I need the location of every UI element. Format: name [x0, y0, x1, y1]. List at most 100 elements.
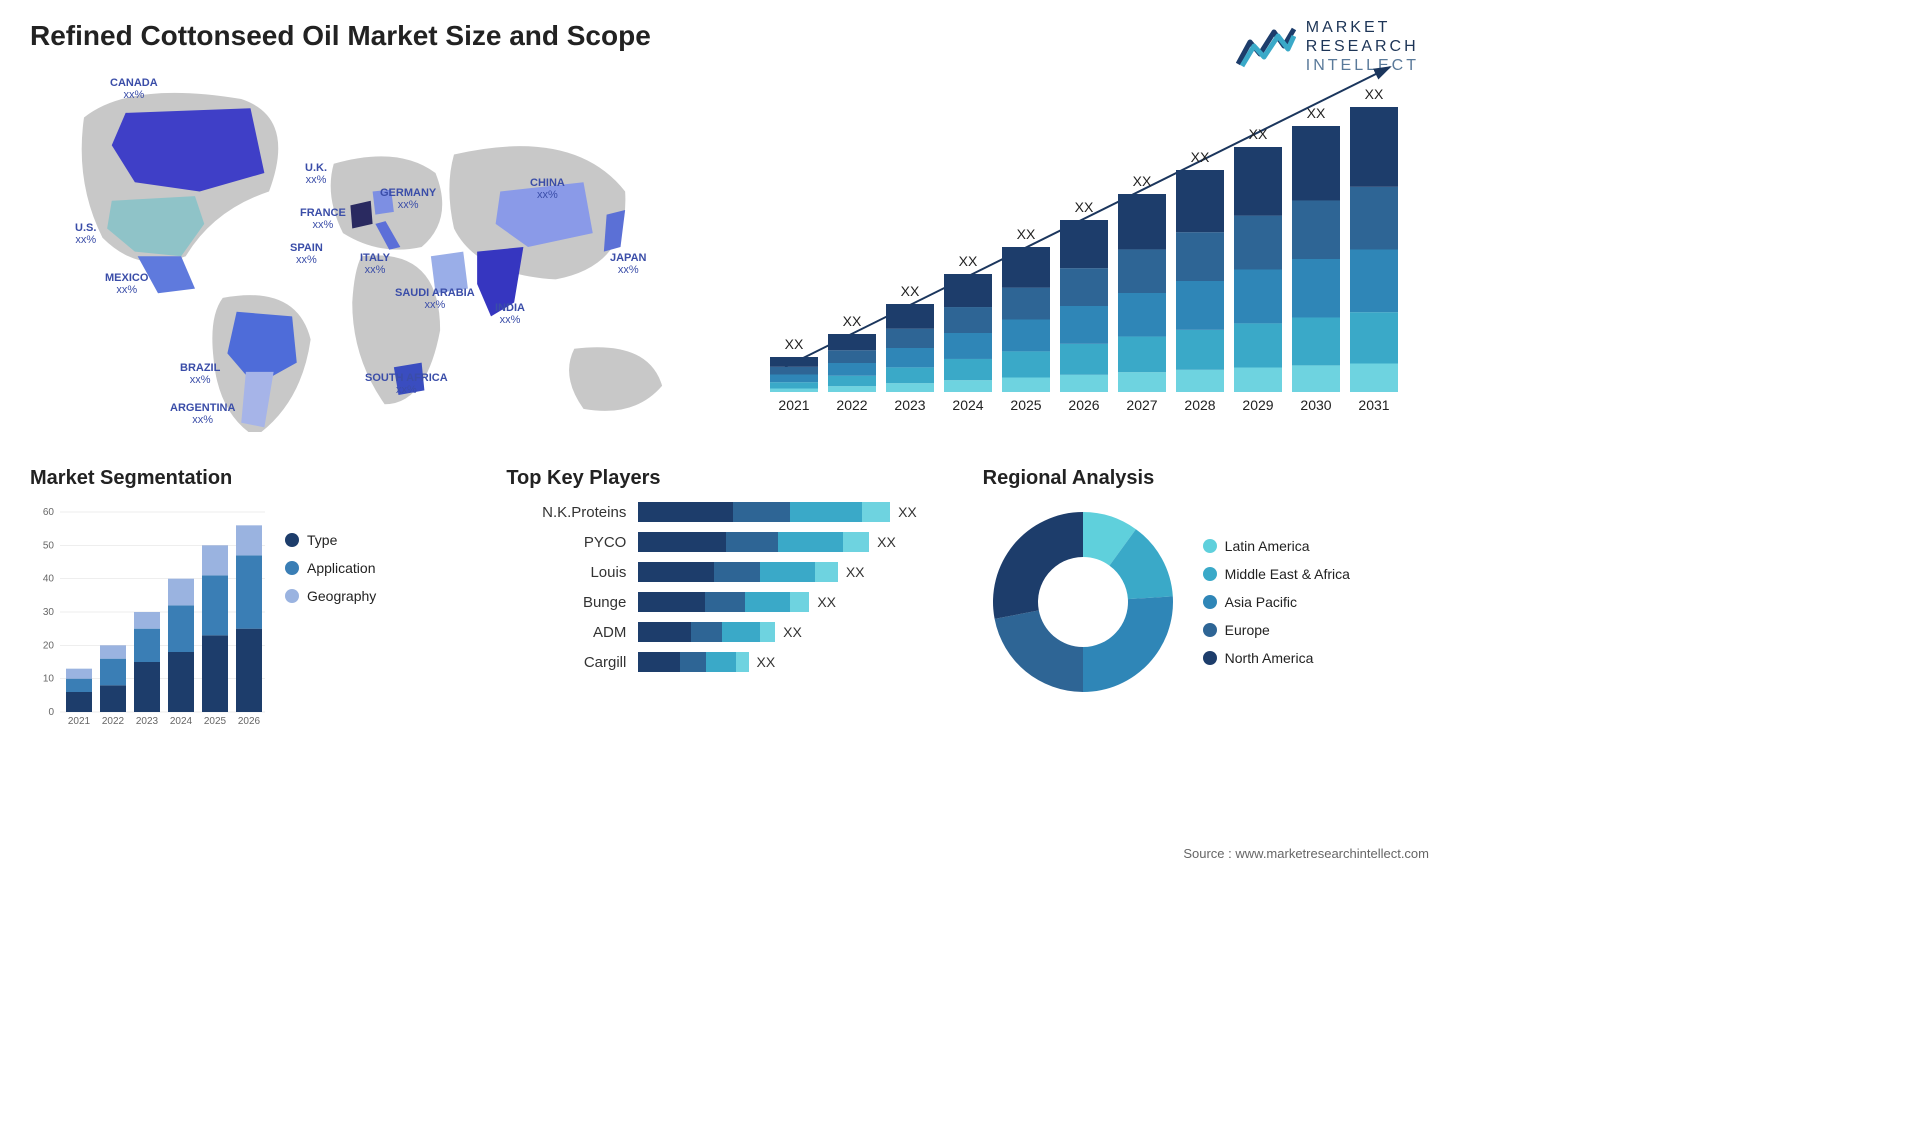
- player-bar-seg: [760, 562, 815, 582]
- swatch-icon: [1203, 539, 1217, 553]
- growth-bar-seg: [886, 367, 934, 383]
- map-label: ITALYxx%: [360, 252, 390, 276]
- logo-line2: RESEARCH: [1306, 37, 1419, 56]
- player-bar-seg: [722, 622, 760, 642]
- growth-bar-seg: [1118, 194, 1166, 249]
- player-bar-seg: [843, 532, 870, 552]
- seg-legend-label: Geography: [307, 588, 376, 604]
- growth-bar-label: XX: [1075, 199, 1094, 215]
- seg-ytick: 50: [43, 540, 55, 551]
- player-bar: [638, 592, 809, 612]
- segmentation-chart: 0102030405060202120222023202420252026: [30, 502, 270, 732]
- player-bar-seg: [815, 562, 838, 582]
- map-country-canada: [112, 108, 265, 191]
- growth-bar-seg: [1292, 365, 1340, 392]
- growth-bar-seg: [1234, 147, 1282, 216]
- player-bar-seg: [705, 592, 745, 612]
- growth-bar-seg: [828, 350, 876, 363]
- seg-ytick: 20: [43, 640, 55, 651]
- growth-bar-seg: [1060, 220, 1108, 268]
- growth-bar-label: XX: [843, 313, 862, 329]
- player-name: Louis: [516, 564, 626, 581]
- swatch-icon: [1203, 567, 1217, 581]
- map-label: JAPANxx%: [610, 252, 646, 276]
- growth-bar-seg: [1350, 187, 1398, 250]
- regional-title: Regional Analysis: [983, 467, 1429, 490]
- growth-bar-seg: [1002, 320, 1050, 352]
- player-bar-seg: [726, 532, 778, 552]
- growth-bar-seg: [1118, 293, 1166, 337]
- growth-year-label: 2026: [1068, 397, 1099, 413]
- player-bar-seg: [638, 592, 705, 612]
- logo-line1: MARKET: [1306, 18, 1419, 37]
- map-label: BRAZILxx%: [180, 362, 220, 386]
- map-label: GERMANYxx%: [380, 187, 436, 211]
- seg-bar: [66, 692, 92, 712]
- growth-bars: XX2021XX2022XX2023XX2024XX2025XX2026XX20…: [760, 62, 1410, 432]
- swatch-icon: [285, 533, 299, 547]
- growth-bar-seg: [1234, 270, 1282, 324]
- seg-bar: [236, 525, 262, 555]
- map-label: U.K.xx%: [305, 162, 327, 186]
- seg-bar: [236, 555, 262, 628]
- growth-bar-seg: [944, 380, 992, 392]
- player-bar-seg: [691, 622, 722, 642]
- player-name: ADM: [516, 624, 626, 641]
- growth-bar-seg: [1350, 312, 1398, 363]
- growth-bar-seg: [1292, 259, 1340, 318]
- growth-bar-seg: [886, 304, 934, 329]
- seg-legend-item: Application: [285, 560, 376, 576]
- segmentation-panel: Market Segmentation 01020304050602021202…: [30, 467, 476, 732]
- growth-bar-seg: [828, 376, 876, 386]
- map-label: SOUTH AFRICAxx%: [365, 372, 448, 396]
- player-value: XX: [898, 504, 917, 520]
- regional-legend-item: Middle East & Africa: [1203, 566, 1350, 582]
- player-bar-seg: [638, 532, 725, 552]
- growth-bar-seg: [1060, 268, 1108, 306]
- player-bar-seg: [638, 502, 733, 522]
- donut-slice: [993, 512, 1083, 619]
- growth-bar-seg: [1176, 330, 1224, 370]
- regional-legend-item: North America: [1203, 650, 1350, 666]
- growth-bar-seg: [828, 334, 876, 350]
- map-label: SAUDI ARABIAxx%: [395, 287, 475, 311]
- seg-legend-item: Geography: [285, 588, 376, 604]
- growth-bar-seg: [828, 386, 876, 392]
- seg-bar: [66, 669, 92, 679]
- growth-bar-seg: [1002, 288, 1050, 320]
- player-bar-seg: [760, 622, 775, 642]
- growth-bar-seg: [886, 329, 934, 348]
- map-country-japan: [604, 210, 625, 252]
- map-label: U.S.xx%: [75, 222, 96, 246]
- player-bar-seg: [790, 502, 861, 522]
- growth-bar-seg: [770, 382, 818, 388]
- player-bar-seg: [706, 652, 736, 672]
- seg-bar: [100, 645, 126, 658]
- growth-bar-label: XX: [1191, 149, 1210, 165]
- players-title: Top Key Players: [506, 467, 952, 490]
- growth-bar-seg: [1002, 247, 1050, 288]
- growth-bar-seg: [944, 359, 992, 380]
- player-name: PYCO: [516, 534, 626, 551]
- seg-ytick: 0: [48, 707, 54, 718]
- player-name: Bunge: [516, 594, 626, 611]
- growth-bar-label: XX: [1017, 226, 1036, 242]
- swatch-icon: [1203, 651, 1217, 665]
- player-bar: [638, 502, 890, 522]
- growth-year-label: 2023: [894, 397, 925, 413]
- map-label: ARGENTINAxx%: [170, 402, 235, 426]
- growth-year-label: 2031: [1358, 397, 1389, 413]
- seg-year: 2024: [170, 716, 193, 727]
- player-bar-seg: [680, 652, 706, 672]
- map-label: FRANCExx%: [300, 207, 346, 231]
- donut-slice: [994, 610, 1082, 692]
- growth-bar-seg: [1234, 368, 1282, 393]
- growth-year-label: 2021: [778, 397, 809, 413]
- seg-ytick: 30: [43, 607, 55, 618]
- player-name: N.K.Proteins: [516, 504, 626, 521]
- seg-legend-label: Application: [307, 560, 376, 576]
- growth-bar-seg: [1292, 318, 1340, 366]
- player-value: XX: [783, 624, 802, 640]
- growth-bar-seg: [1350, 364, 1398, 393]
- growth-year-label: 2029: [1242, 397, 1273, 413]
